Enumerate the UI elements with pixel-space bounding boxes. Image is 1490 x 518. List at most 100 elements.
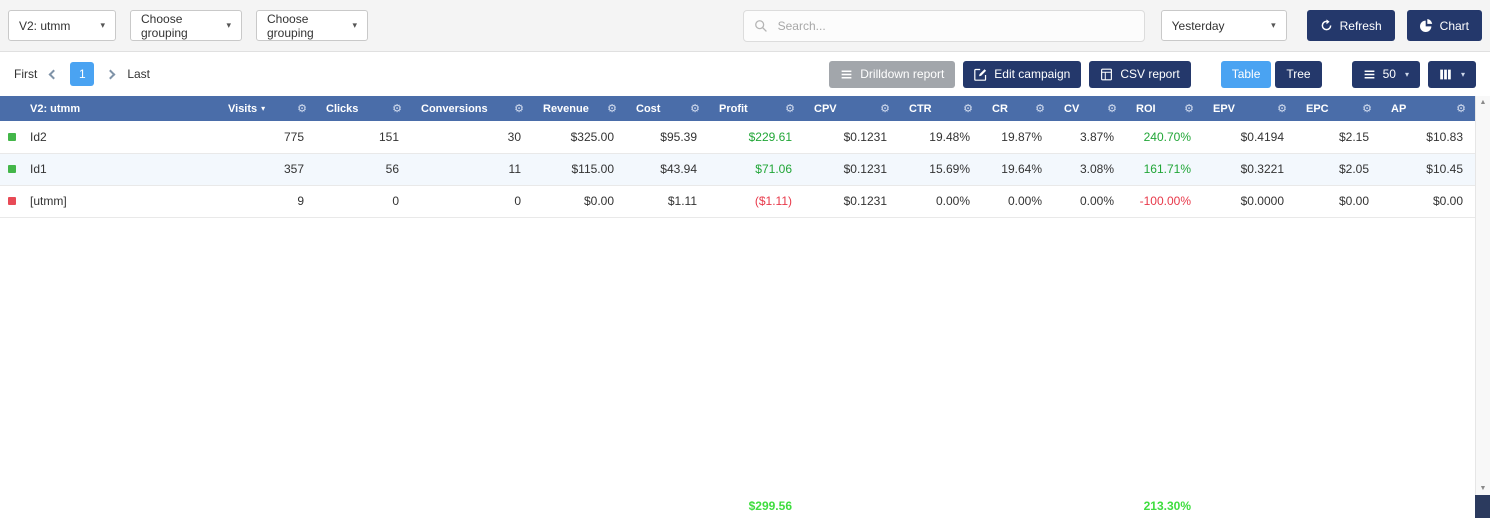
cell-conversions: 0 — [411, 185, 533, 218]
refresh-button[interactable]: Refresh — [1306, 10, 1395, 41]
column-header-cr[interactable]: CR ⚙ — [982, 96, 1054, 121]
pagination-last[interactable]: Last — [127, 67, 151, 81]
column-header-v2-utmm[interactable]: V2: utmm — [0, 96, 218, 121]
columns-settings-button[interactable]: ▾ — [1427, 60, 1476, 88]
column-settings-gear-icon[interactable]: ⚙ — [607, 103, 617, 115]
cell-conversions: 30 — [411, 121, 533, 154]
cell-cr: 0.00% — [982, 185, 1054, 218]
table-row[interactable]: [utmm] 9 0 0 $0.00 $1.11 ($1.11) $0.1231 0.00% 0.… — [0, 185, 1475, 218]
drilldown-report-label: Drilldown report — [860, 67, 945, 81]
column-header-cv[interactable]: CV ⚙ — [1054, 96, 1126, 121]
cell-revenue: $325.00 — [533, 121, 626, 154]
total-cost: $140.44 — [626, 495, 709, 518]
column-settings-gear-icon[interactable]: ⚙ — [1456, 103, 1466, 115]
drilldown-report-button[interactable]: Drilldown report — [829, 60, 956, 88]
column-header-cpv[interactable]: CPV ⚙ — [804, 96, 899, 121]
cell-cv: 0.00% — [1054, 185, 1126, 218]
total-revenue: $440.00 — [533, 495, 626, 518]
column-settings-gear-icon[interactable]: ⚙ — [1107, 103, 1117, 115]
column-header-roi[interactable]: ROI ⚙ — [1126, 96, 1203, 121]
grouping-1-label: Choose grouping — [141, 11, 188, 40]
column-settings-gear-icon[interactable]: ⚙ — [690, 103, 700, 115]
column-settings-gear-icon[interactable]: ⚙ — [1362, 103, 1372, 115]
cell-cost: $43.94 — [626, 153, 709, 186]
pagination: First 1 Last — [14, 62, 150, 86]
grouping-dropdown-2[interactable]: Choose grouping ▾ — [256, 10, 368, 41]
cell-ap: $0.00 — [1381, 185, 1475, 218]
column-settings-gear-icon[interactable]: ⚙ — [963, 103, 973, 115]
date-range-dropdown[interactable]: Yesterday ▾ — [1160, 10, 1287, 41]
column-header-visits[interactable]: Visits ▾ ⚙ — [218, 96, 316, 121]
column-label: Visits — [228, 102, 258, 115]
cell-visits: 9 — [218, 185, 316, 218]
column-header-cost[interactable]: Cost ⚙ — [626, 96, 709, 121]
search-box — [742, 9, 1145, 42]
column-label: EPV — [1213, 102, 1236, 115]
status-indicator — [8, 165, 16, 173]
chevron-right-icon[interactable] — [105, 69, 116, 79]
hamburger-icon — [1363, 68, 1376, 81]
column-settings-gear-icon[interactable]: ⚙ — [1035, 103, 1045, 115]
column-header-revenue[interactable]: Revenue ⚙ — [533, 96, 626, 121]
search-input[interactable] — [775, 17, 1134, 34]
column-header-profit[interactable]: Profit ⚙ — [709, 96, 804, 121]
cell-profit: ($1.11) — [709, 185, 804, 218]
cell-ap: $10.45 — [1381, 153, 1475, 186]
column-label: Conversions — [421, 102, 488, 115]
csv-report-button[interactable]: CSV report — [1089, 60, 1191, 88]
cell-name[interactable]: Id1 — [0, 153, 218, 186]
table-row[interactable]: Id1 357 56 11 $115.00 $43.94 $71.06 $0.1231 15.6… — [0, 153, 1475, 186]
scroll-down-arrow-icon[interactable]: ▼ — [1479, 485, 1487, 492]
view-table-label: Table — [1231, 67, 1261, 81]
column-label: V2: utmm — [30, 102, 81, 115]
table-header-row: V2: utmm Visits ▾ ⚙ Clicks ⚙ Conversions ⚙ Reven… — [0, 96, 1475, 121]
scroll-up-arrow-icon[interactable]: ▲ — [1479, 99, 1487, 106]
action-buttons: Drilldown report Edit campaign CSV repor… — [829, 60, 1476, 88]
cell-cpv: $0.1231 — [804, 185, 899, 218]
table-row[interactable]: Id2 775 151 30 $325.00 $95.39 $229.61 $0.1231 19… — [0, 121, 1475, 154]
total-epc: $2.13 — [1296, 495, 1381, 518]
rows-per-page-button[interactable]: 50 ▾ — [1351, 60, 1420, 88]
token-filter-dropdown[interactable]: V2: utmm ▾ — [8, 10, 116, 41]
view-table-button[interactable]: Table — [1220, 60, 1272, 88]
row-name-label: Id1 — [30, 162, 47, 176]
chevron-left-icon[interactable] — [48, 69, 59, 79]
column-settings-gear-icon[interactable]: ⚙ — [514, 103, 524, 115]
report-table-area: V2: utmm Visits ▾ ⚙ Clicks ⚙ Conversions ⚙ Reven… — [0, 96, 1490, 495]
column-settings-gear-icon[interactable]: ⚙ — [1277, 103, 1287, 115]
chart-button[interactable]: Chart — [1406, 10, 1482, 41]
grouping-dropdown-1[interactable]: Choose grouping ▾ — [130, 10, 242, 41]
pagination-page-1[interactable]: 1 — [70, 62, 95, 86]
column-settings-gear-icon[interactable]: ⚙ — [392, 103, 402, 115]
cell-roi: -100.00% — [1126, 185, 1203, 218]
cell-revenue: $0.00 — [533, 185, 626, 218]
view-tree-button[interactable]: Tree — [1275, 60, 1322, 88]
column-settings-gear-icon[interactable]: ⚙ — [297, 103, 307, 115]
edit-campaign-button[interactable]: Edit campaign — [963, 60, 1082, 88]
cell-name[interactable]: [utmm] — [0, 185, 218, 218]
total-name: Total — [0, 495, 218, 518]
pagination-first[interactable]: First — [14, 67, 38, 81]
column-settings-gear-icon[interactable]: ⚙ — [785, 103, 795, 115]
cell-revenue: $115.00 — [533, 153, 626, 186]
column-header-ap[interactable]: AP ⚙ — [1381, 96, 1475, 121]
chevron-down-icon: ▾ — [226, 20, 231, 30]
edit-icon — [974, 68, 987, 81]
cell-name[interactable]: Id2 — [0, 121, 218, 154]
column-header-ctr[interactable]: CTR ⚙ — [899, 96, 982, 121]
vertical-scrollbar[interactable]: ▲ ▼ — [1475, 96, 1490, 495]
column-header-conversions[interactable]: Conversions ⚙ — [411, 96, 533, 121]
total-visits: 1,141 — [218, 495, 316, 518]
column-label: CPV — [814, 102, 837, 115]
column-settings-gear-icon[interactable]: ⚙ — [880, 103, 890, 115]
column-header-epc[interactable]: EPC ⚙ — [1296, 96, 1381, 121]
cell-cv: 3.08% — [1054, 153, 1126, 186]
column-settings-gear-icon[interactable]: ⚙ — [1184, 103, 1194, 115]
cell-cv: 3.87% — [1054, 121, 1126, 154]
column-header-clicks[interactable]: Clicks ⚙ — [316, 96, 411, 121]
total-roi: 213.30% — [1126, 495, 1203, 518]
csv-file-icon — [1100, 68, 1113, 81]
cell-ap: $10.83 — [1381, 121, 1475, 154]
column-header-epv[interactable]: EPV ⚙ — [1203, 96, 1296, 121]
